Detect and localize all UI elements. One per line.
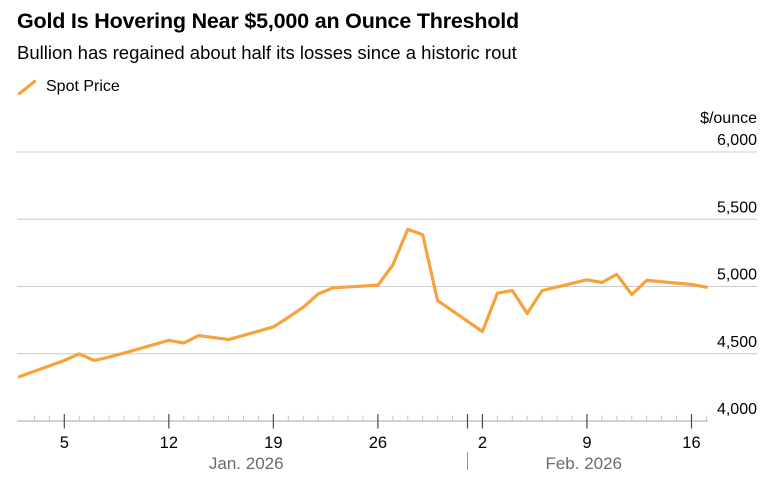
series-spot-price (17, 227, 709, 379)
svg-text:5,500: 5,500 (717, 199, 757, 216)
svg-text:12: 12 (160, 434, 178, 452)
svg-text:2: 2 (478, 434, 487, 452)
svg-text:26: 26 (369, 434, 387, 452)
legend-label-spot-price: Spot Price (46, 78, 120, 95)
svg-text:Jan. 2026: Jan. 2026 (209, 454, 284, 473)
y-gridlines (17, 151, 757, 422)
chart-header: Gold Is Hovering Near $5,000 an Ounce Th… (17, 9, 756, 96)
svg-text:Feb. 2026: Feb. 2026 (545, 454, 622, 473)
y-axis-labels: 4,000 4,500 5,000 5,500 6,000 $/ounce (700, 110, 757, 418)
x-axis-labels: 5 12 19 26 2 9 16 (60, 434, 701, 452)
chart-title: Gold Is Hovering Near $5,000 an Ounce Th… (17, 9, 519, 33)
legend: Spot Price (17, 78, 756, 96)
svg-text:19: 19 (264, 434, 282, 452)
svg-text:9: 9 (582, 434, 591, 452)
y-axis-unit-label: $/ounce (700, 110, 757, 127)
chart-subtitle: Bullion has regained about half its loss… (17, 42, 517, 63)
x-axis-ticks (33, 414, 707, 429)
month-labels: Jan. 2026 Feb. 2026 (209, 452, 622, 473)
svg-text:4,500: 4,500 (717, 334, 757, 351)
svg-text:5: 5 (60, 434, 69, 452)
spot-price-line-icon (17, 79, 37, 95)
spot-price-line (17, 227, 709, 379)
svg-text:6,000: 6,000 (717, 132, 757, 149)
svg-text:16: 16 (682, 434, 700, 452)
svg-text:5,000: 5,000 (717, 267, 757, 284)
svg-text:4,000: 4,000 (717, 401, 757, 418)
